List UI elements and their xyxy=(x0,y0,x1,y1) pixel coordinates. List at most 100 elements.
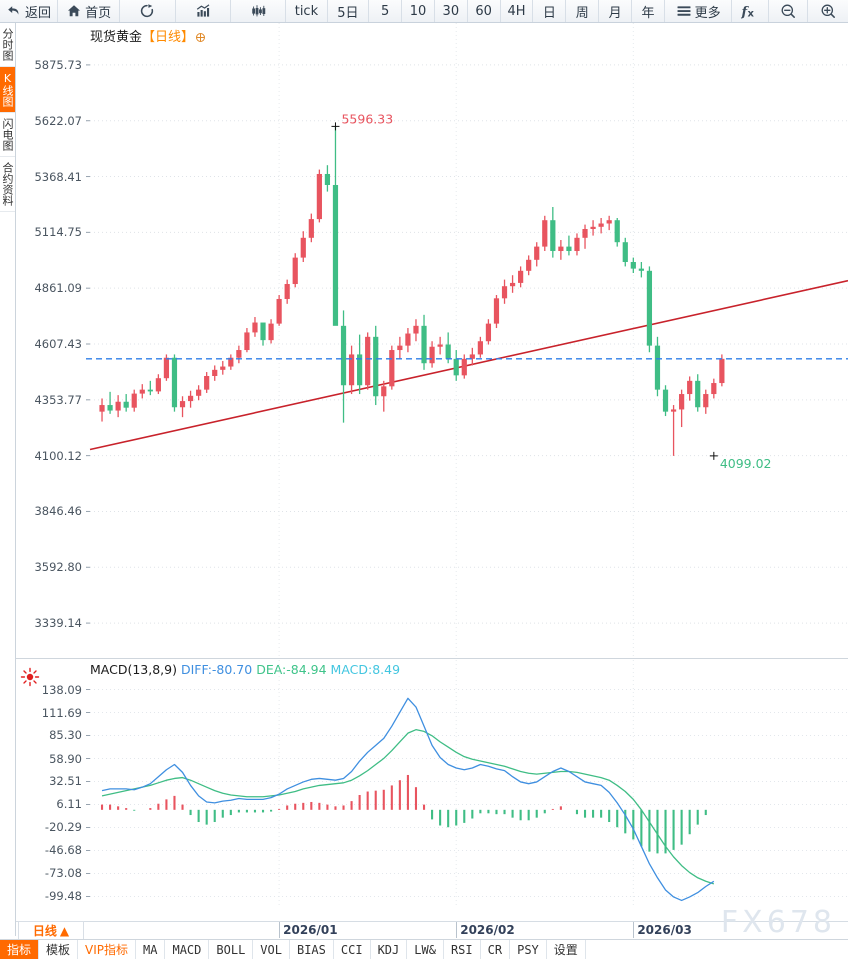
toolbar-button-more[interactable]: 更多 xyxy=(665,0,733,22)
indicator-tab-macd[interactable]: MACD xyxy=(165,940,210,959)
toolbar-button-chart[interactable] xyxy=(176,0,231,22)
toolbar-button-month[interactable]: 月 xyxy=(599,0,633,22)
x-axis-tick xyxy=(456,922,458,938)
toolbar-button-back[interactable]: 返回 xyxy=(0,0,59,22)
sun-indicator-icon[interactable] xyxy=(19,666,41,688)
hamburger-icon xyxy=(677,6,691,16)
toolbar-button-label: 返回 xyxy=(25,5,52,21)
toolbar-button-week[interactable]: 周 xyxy=(566,0,600,22)
indicator-tab-bias[interactable]: BIAS xyxy=(290,940,334,959)
toolbar-button-label: 首页 xyxy=(85,5,112,21)
toolbar-button-refresh[interactable] xyxy=(120,0,176,22)
sidebar-item-2[interactable]: 闪电图 xyxy=(0,113,15,157)
toolbar-button-label: 周 xyxy=(575,5,589,21)
refresh-icon xyxy=(141,4,154,18)
toolbar-button-candles[interactable] xyxy=(231,0,287,22)
toolbar-button-label: 月 xyxy=(608,5,622,21)
sidebar-item-3[interactable]: 合约资料 xyxy=(0,157,15,212)
toolbar-button-label: 5日 xyxy=(337,5,359,21)
toolbar-button-zoomin[interactable] xyxy=(808,0,848,22)
candlestick-icon xyxy=(252,5,266,17)
macd-axis-tick: 58.90 xyxy=(49,751,82,766)
toolbar-button-label: 4H xyxy=(507,3,526,19)
indicator-tab-psy[interactable]: PSY xyxy=(510,940,547,959)
period-indicator-button[interactable]: 日线 ▲ xyxy=(18,921,84,939)
price-y-axis: 5875.73 5622.07 5368.41 5114.75 4861.09 4607.… xyxy=(16,23,86,658)
indicator-tab-cr[interactable]: CR xyxy=(481,940,511,959)
indicator-tab-指标[interactable]: 指标 xyxy=(0,940,40,959)
price-plot-area[interactable]: 5596.33 4099.02 xyxy=(86,23,848,658)
macd-axis-tick: -73.08 xyxy=(44,866,82,881)
toolbar-button-60[interactable]: 60 xyxy=(468,0,501,22)
price-axis-tick: 4861.09 xyxy=(34,281,82,296)
indicator-tab-cci[interactable]: CCI xyxy=(334,940,371,959)
toolbar-button-5d[interactable]: 5日 xyxy=(328,0,370,22)
macd-indicator-pane[interactable]: MACD(13,8,9) DIFF:-80.70 DEA:-84.94 MACD… xyxy=(16,660,848,936)
price-candlestick-svg: 5596.33 4099.02 xyxy=(86,23,848,658)
indicator-tab-设置[interactable]: 设置 xyxy=(547,940,586,959)
chart-symbol-label: 现货黄金 xyxy=(90,30,143,45)
macd-dea-label: DEA:-84.94 xyxy=(256,662,327,677)
low-price-annotation: 4099.02 xyxy=(720,456,772,471)
indicator-tab-rsi[interactable]: RSI xyxy=(444,940,481,959)
x-axis: 2026/01 2026/02 2026/03 xyxy=(16,921,848,938)
toolbar-button-4h[interactable]: 4H xyxy=(501,0,534,22)
toolbar-button-home[interactable]: 首页 xyxy=(58,0,121,22)
toolbar-button-label: 60 xyxy=(475,3,492,19)
caret-up-icon: ▲ xyxy=(59,923,70,938)
tab-bar-filler xyxy=(586,940,848,959)
macd-y-axis: 138.09 111.69 85.30 58.90 32.51 6.11 -20.29 -46… xyxy=(16,660,86,936)
indicator-tab-ma[interactable]: MA xyxy=(136,940,166,959)
indicator-tab-bar: 指标 模板 VIP指标 MA MACD BOLL VOL BIAS CCI KDJ LW& RSI CR… xyxy=(0,939,848,959)
macd-axis-tick: 138.09 xyxy=(41,682,82,697)
price-axis-tick: 4353.77 xyxy=(34,392,82,407)
high-price-annotation: 5596.33 xyxy=(341,111,393,126)
macd-axis-tick: 111.69 xyxy=(41,705,82,720)
price-axis-tick: 5622.07 xyxy=(34,113,82,128)
macd-value-label: MACD:8.49 xyxy=(330,662,401,677)
zoom-out-icon xyxy=(781,4,795,18)
home-icon xyxy=(68,5,81,17)
sidebar-item-0[interactable]: 分时图 xyxy=(0,23,15,67)
crosshair-circle-icon[interactable] xyxy=(196,33,206,42)
toolbar-button-5[interactable]: 5 xyxy=(369,0,403,22)
indicator-tab-lw&[interactable]: LW& xyxy=(407,940,444,959)
macd-axis-tick: -99.48 xyxy=(44,889,82,904)
price-axis-tick: 5114.75 xyxy=(34,225,82,240)
toolbar-button-zoomout[interactable] xyxy=(769,0,809,22)
period-indicator-label: 日线 xyxy=(32,924,57,938)
svg-text:f: f xyxy=(741,5,750,19)
chart-period-label: 【日线】 xyxy=(142,30,195,45)
macd-axis-tick: -20.29 xyxy=(44,820,82,835)
indicator-tab-vip指标[interactable]: VIP指标 xyxy=(78,940,137,959)
top-toolbar: 返回 首页 tick 5日 5 10 30 60 4H 日 周 月 年 更多 f x xyxy=(0,0,848,23)
price-axis-tick: 3339.14 xyxy=(34,616,82,631)
sidebar-item-1[interactable]: K线图 xyxy=(0,67,15,113)
price-chart-pane[interactable]: 现货黄金【日线】 5875.73 5622.07 5368.41 5114.75 486… xyxy=(16,23,848,659)
macd-formula-label: MACD(13,8,9) xyxy=(90,662,177,677)
toolbar-button-day[interactable]: 日 xyxy=(533,0,567,22)
toolbar-button-year[interactable]: 年 xyxy=(632,0,665,22)
toolbar-button-label: 年 xyxy=(641,5,655,21)
indicator-tab-vol[interactable]: VOL xyxy=(253,940,290,959)
toolbar-button-label: 30 xyxy=(442,3,460,19)
chart-title: 现货黄金【日线】 xyxy=(90,26,206,45)
macd-axis-tick: 85.30 xyxy=(49,728,82,743)
macd-axis-tick: -46.68 xyxy=(44,843,82,858)
macd-axis-tick: 32.51 xyxy=(49,774,82,789)
toolbar-button-10[interactable]: 10 xyxy=(402,0,435,22)
toolbar-button-tick[interactable]: tick xyxy=(286,0,328,22)
indicator-tab-模板[interactable]: 模板 xyxy=(39,940,79,959)
indicator-tab-boll[interactable]: BOLL xyxy=(209,940,254,959)
macd-diff-label: DIFF:-80.70 xyxy=(180,662,253,677)
price-axis-tick: 3846.46 xyxy=(34,504,82,519)
toolbar-button-label: 5 xyxy=(380,3,390,19)
left-sidebar: 分时图 K线图 闪电图 合约资料 xyxy=(0,23,16,936)
price-axis-tick: 5875.73 xyxy=(34,57,82,72)
toolbar-button-30[interactable]: 30 xyxy=(435,0,468,22)
indicator-tab-kdj[interactable]: KDJ xyxy=(371,940,408,959)
macd-plot-area[interactable] xyxy=(86,660,848,936)
